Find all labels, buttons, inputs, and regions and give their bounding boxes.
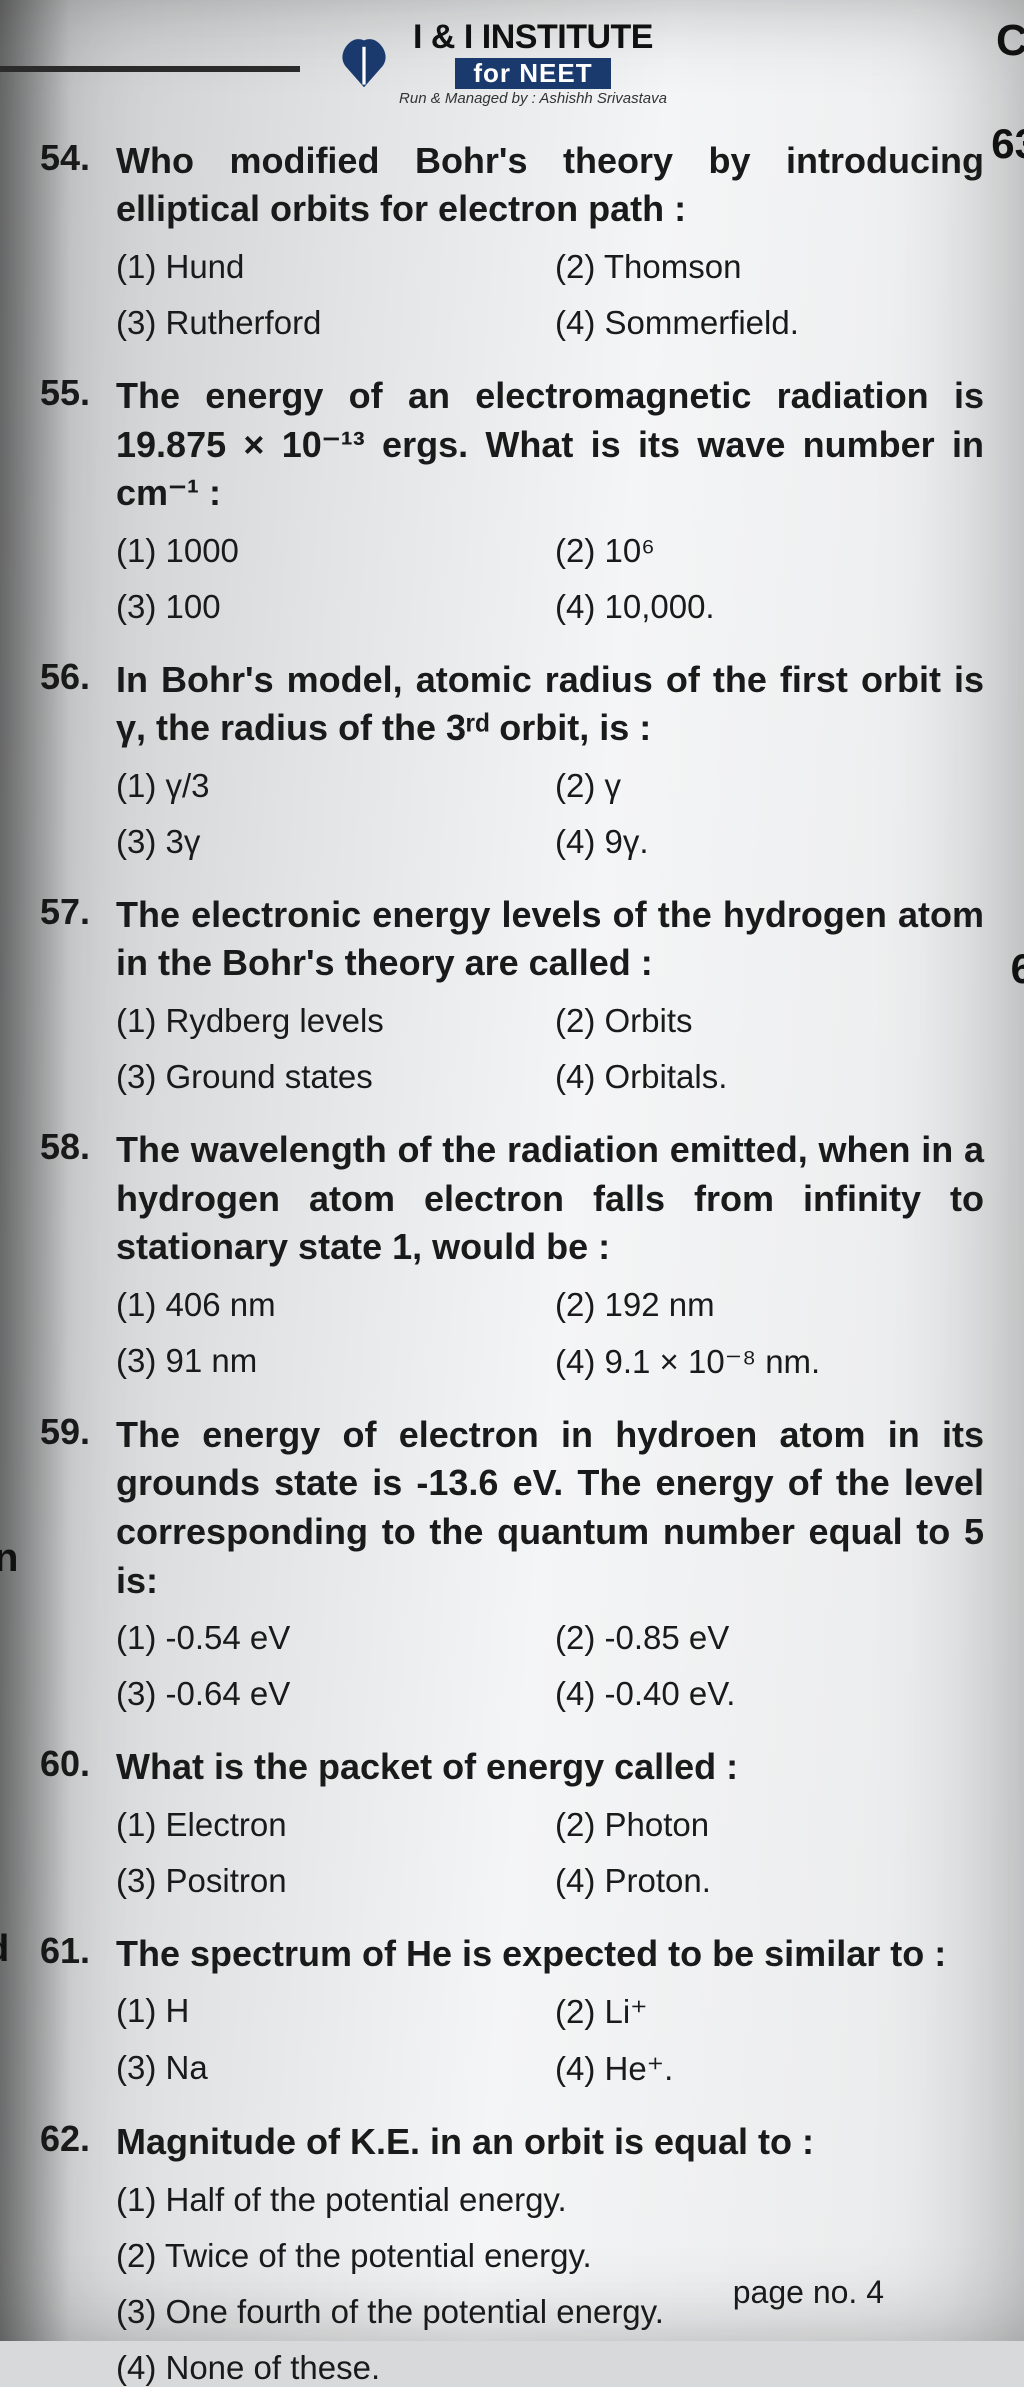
option: (4) 9.1 × 10⁻⁸ nm. — [555, 1342, 984, 1381]
question-text: In Bohr's model, atomic radius of the fi… — [116, 656, 984, 753]
question: 54. Who modified Bohr's theory by introdu… — [20, 137, 984, 234]
cut-text-left-1: n — [0, 1536, 18, 1581]
option: (2) Photon — [555, 1806, 984, 1844]
option: (3) 3γ — [116, 823, 545, 861]
question: 57. The electronic energy levels of the h… — [20, 891, 984, 988]
options: (1) 1000 (2) 10⁶ (3) 100 (4) 10,000. — [116, 532, 984, 626]
option: (4) Sommerfield. — [555, 304, 984, 342]
question-text: What is the packet of energy called : — [116, 1743, 984, 1792]
option: (2) Li⁺ — [555, 1992, 984, 2031]
cut-text-left-2: d — [0, 1928, 9, 1971]
option: (3) -0.64 eV — [116, 1675, 545, 1713]
cut-text-right-1: Cl — [996, 16, 1024, 66]
question-number: 58. — [20, 1126, 90, 1272]
option: (4) Orbitals. — [555, 1058, 984, 1096]
question-number: 61. — [20, 1930, 90, 1979]
option: (1) γ/3 — [116, 767, 545, 805]
option: (1) H — [116, 1992, 545, 2031]
question-text: The energy of electron in hydroen atom i… — [116, 1411, 984, 1605]
question-text: Magnitude of K.E. in an orbit is equal t… — [116, 2118, 984, 2167]
question: 59. The energy of electron in hydroen ato… — [20, 1411, 984, 1605]
question-text: The energy of an electromagnetic radiati… — [116, 372, 984, 518]
options: (1) Rydberg levels (2) Orbits (3) Ground s… — [116, 1002, 984, 1096]
options: (1) H (2) Li⁺ (3) Na (4) He⁺. — [116, 1992, 984, 2088]
options: (1) -0.54 eV (2) -0.85 eV (3) -0.64 eV (4) … — [116, 1619, 984, 1713]
question: 61. The spectrum of He is expected to be … — [20, 1930, 984, 1979]
institute-text: I & I INSTITUTE for NEET Run & Managed b… — [399, 20, 667, 107]
option: (4) 9γ. — [555, 823, 984, 861]
option: (1) Rydberg levels — [116, 1002, 545, 1040]
questions-container: 54. Who modified Bohr's theory by introdu… — [20, 137, 984, 2387]
question-number: 59. — [20, 1411, 90, 1605]
question-number: 55. — [20, 372, 90, 518]
question-text: The wavelength of the radiation emitted,… — [116, 1126, 984, 1272]
question: 60. What is the packet of energy called : — [20, 1743, 984, 1792]
options: (1) Hund (2) Thomson (3) Rutherford (4) Som… — [116, 248, 984, 342]
byline: Run & Managed by : Ashishh Srivastava — [399, 91, 667, 107]
question-number: 62. — [20, 2118, 90, 2167]
page-number: page no. 4 — [733, 2274, 884, 2311]
option: (1) 1000 — [116, 532, 545, 570]
institute-title: I & I INSTITUTE — [399, 20, 667, 56]
page: I & I INSTITUTE for NEET Run & Managed b… — [0, 0, 1024, 2341]
option: (2) 192 nm — [555, 1286, 984, 1324]
for-neet-badge: for NEET — [455, 58, 610, 89]
question: 62. Magnitude of K.E. in an orbit is equa… — [20, 2118, 984, 2167]
option: (3) Na — [116, 2049, 545, 2088]
question-text: Who modified Bohr's theory by introducin… — [116, 137, 984, 234]
question-number: 56. — [20, 656, 90, 753]
option: (2) Twice of the potential energy. — [116, 2237, 984, 2275]
question: 55. The energy of an electromagnetic radi… — [20, 372, 984, 518]
option: (2) -0.85 eV — [555, 1619, 984, 1657]
question: 58. The wavelength of the radiation emitt… — [20, 1126, 984, 1272]
option: (3) Positron — [116, 1862, 545, 1900]
question-number: 54. — [20, 137, 90, 234]
cut-text-right-3: 6 — [1011, 945, 1024, 993]
option: (1) -0.54 eV — [116, 1619, 545, 1657]
option: (4) 10,000. — [555, 588, 984, 626]
logo: I & I INSTITUTE for NEET Run & Managed b… — [337, 20, 667, 107]
option: (4) Proton. — [555, 1862, 984, 1900]
question-text: The spectrum of He is expected to be sim… — [116, 1930, 984, 1979]
option: (3) 100 — [116, 588, 545, 626]
option: (1) Half of the potential energy. — [116, 2181, 984, 2219]
question-number: 60. — [20, 1743, 90, 1792]
option: (4) He⁺. — [555, 2049, 984, 2088]
option: (3) 91 nm — [116, 1342, 545, 1381]
options: (1) 406 nm (2) 192 nm (3) 91 nm (4) 9.1 × 1… — [116, 1286, 984, 1381]
option: (1) 406 nm — [116, 1286, 545, 1324]
option: (1) Electron — [116, 1806, 545, 1844]
option: (2) Thomson — [555, 248, 984, 286]
header: I & I INSTITUTE for NEET Run & Managed b… — [20, 20, 984, 107]
option: (4) None of these. — [116, 2349, 984, 2387]
question-text: The electronic energy levels of the hydr… — [116, 891, 984, 988]
option: (3) Ground states — [116, 1058, 545, 1096]
question: 56. In Bohr's model, atomic radius of the… — [20, 656, 984, 753]
option: (2) γ — [555, 767, 984, 805]
option: (2) Orbits — [555, 1002, 984, 1040]
option: (2) 10⁶ — [555, 532, 984, 570]
options: (1) Electron (2) Photon (3) Positron (4) Pr… — [116, 1806, 984, 1900]
options: (1) γ/3 (2) γ (3) 3γ (4) 9γ. — [116, 767, 984, 861]
cut-text-right-2: 63 — [991, 120, 1024, 168]
option: (3) Rutherford — [116, 304, 545, 342]
option: (1) Hund — [116, 248, 545, 286]
question-number: 57. — [20, 891, 90, 988]
option: (4) -0.40 eV. — [555, 1675, 984, 1713]
institute-logo-icon — [337, 36, 391, 90]
